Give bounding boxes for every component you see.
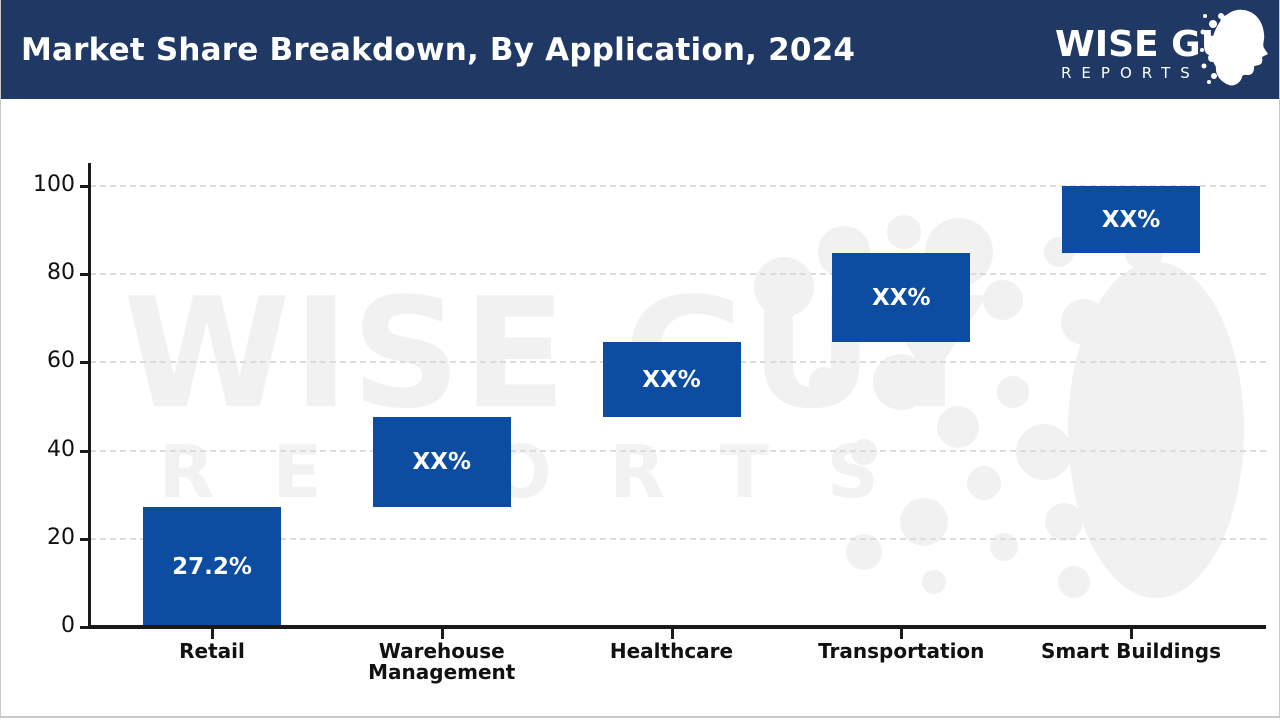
y-tick-label: 100	[33, 172, 75, 197]
bar-value-label: XX%	[1101, 206, 1161, 233]
bar-value-label: 27.2%	[172, 554, 252, 581]
gridline-100	[90, 185, 1266, 187]
gridline-40	[90, 449, 1266, 452]
bar-transportation: XX%	[832, 253, 971, 343]
x-axis-line	[88, 625, 1266, 629]
x-tick-mark	[670, 629, 674, 639]
x-tick-mark	[1130, 629, 1133, 639]
header-bar: Market Share Breakdown, By Application, …	[1, 0, 1279, 99]
category-label: Healthcare	[609, 639, 734, 663]
y-tick-mark	[80, 449, 90, 453]
bar-healthcare: XX%	[602, 342, 741, 418]
y-tick-label: 40	[47, 436, 75, 462]
x-tick-mark	[211, 629, 214, 639]
y-axis-line	[88, 163, 91, 629]
bar-value-label: XX%	[642, 366, 701, 393]
watermark-text-secondary: REPORTS	[159, 430, 937, 514]
category-label: Transportation	[818, 639, 985, 663]
logo-text-secondary: REPORTS	[1061, 64, 1200, 82]
y-tick-label: 20	[47, 524, 75, 550]
y-tick-label: 80	[47, 260, 75, 286]
logo-face-silhouette	[1210, 9, 1268, 86]
plot-area: 0 20 40 60 80 100 27.2% Retail XX% Warehouse Mana…	[1, 99, 1279, 716]
bar-retail: 27.2%	[143, 507, 281, 627]
category-label: Warehouse Management	[368, 639, 516, 684]
y-tick-mark	[80, 626, 90, 629]
y-tick-label: 0	[61, 613, 75, 638]
bar-value-label: XX%	[412, 449, 471, 476]
category-label: Retail	[179, 639, 245, 663]
y-tick-mark	[80, 273, 90, 277]
bar-value-label: XX%	[871, 284, 931, 311]
y-tick-mark	[80, 361, 90, 365]
gridline-80	[90, 273, 1266, 276]
chart-title: Market Share Breakdown, By Application, …	[21, 31, 856, 68]
category-label: Smart Buildings	[1041, 639, 1221, 663]
y-tick-mark	[80, 537, 90, 541]
y-tick-mark	[80, 185, 90, 188]
wise-guy-logo: WISE GUY REPORTS	[1055, 9, 1268, 86]
bar-warehouse-management: XX%	[372, 417, 511, 508]
x-tick-mark	[900, 629, 904, 639]
bar-smart-buildings: XX%	[1062, 186, 1200, 254]
x-tick-mark	[440, 629, 444, 639]
gridline-20	[90, 537, 1266, 540]
y-tick-label: 60	[47, 348, 75, 374]
